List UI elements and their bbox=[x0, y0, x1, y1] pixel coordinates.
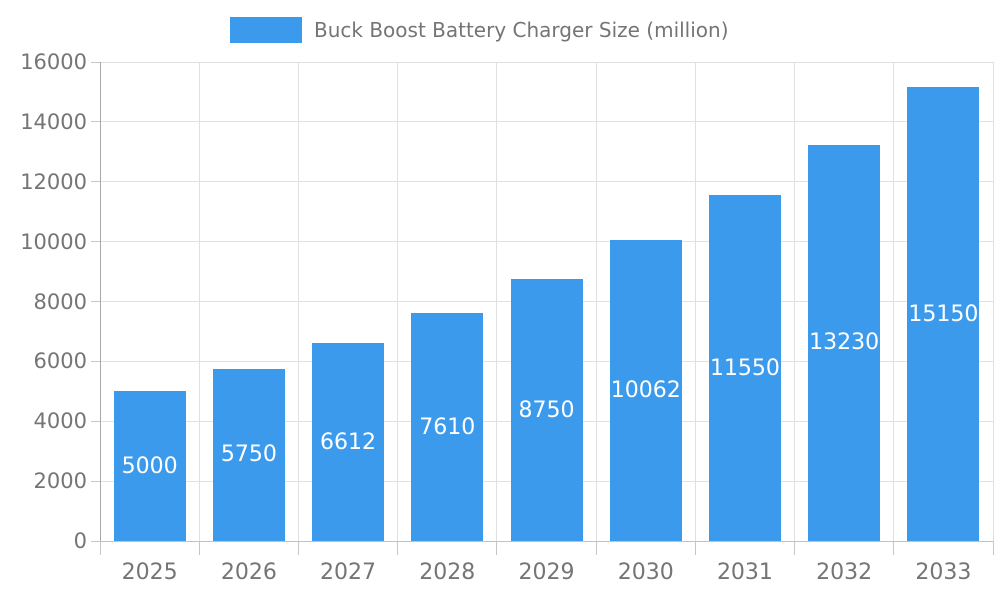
x-tick-label: 2025 bbox=[121, 560, 178, 585]
gridline-vertical bbox=[694, 62, 696, 541]
bar-value-label: 13230 bbox=[809, 330, 880, 356]
y-tick-label: 14000 bbox=[20, 109, 87, 134]
bar-2030[interactable]: 10062 bbox=[609, 239, 682, 541]
x-axis-tick bbox=[496, 541, 498, 555]
gridline-horizontal bbox=[100, 181, 993, 183]
y-axis-tick bbox=[91, 480, 100, 482]
x-axis-tick bbox=[694, 541, 696, 555]
x-axis-tick bbox=[297, 541, 299, 555]
bar-value-label: 15150 bbox=[908, 301, 979, 327]
x-axis-tick bbox=[893, 541, 895, 555]
gridline-horizontal bbox=[100, 61, 993, 63]
y-tick-label: 8000 bbox=[33, 289, 87, 314]
y-axis-tick bbox=[91, 121, 100, 123]
y-tick-label: 0 bbox=[73, 529, 87, 553]
bar-2033[interactable]: 15150 bbox=[907, 87, 980, 541]
x-axis-tick bbox=[99, 541, 101, 555]
legend[interactable]: Buck Boost Battery Charger Size (million… bbox=[230, 17, 729, 43]
y-tick-label: 10000 bbox=[20, 229, 87, 254]
x-tick-label: 2030 bbox=[617, 560, 674, 585]
y-axis-tick bbox=[91, 241, 100, 243]
y-tick-label: 4000 bbox=[33, 409, 87, 434]
gridline-horizontal bbox=[100, 241, 993, 243]
bar-value-label: 5000 bbox=[121, 453, 178, 479]
y-tick-label: 16000 bbox=[20, 50, 87, 74]
y-tick-label: 12000 bbox=[20, 169, 87, 194]
gridline-horizontal bbox=[100, 121, 993, 123]
y-axis-tick bbox=[91, 420, 100, 422]
bar-value-label: 7610 bbox=[419, 414, 476, 440]
x-axis-tick bbox=[198, 541, 200, 555]
x-tick-label: 2029 bbox=[518, 560, 575, 585]
gridline-vertical bbox=[992, 62, 994, 541]
bar-2028[interactable]: 7610 bbox=[411, 313, 484, 541]
y-axis-tick bbox=[91, 540, 100, 542]
x-tick-label: 2031 bbox=[716, 560, 773, 585]
y-axis-line bbox=[99, 62, 101, 541]
x-axis-tick bbox=[397, 541, 399, 555]
x-tick-label: 2033 bbox=[915, 560, 972, 585]
x-tick-label: 2028 bbox=[419, 560, 476, 585]
bar-2027[interactable]: 6612 bbox=[312, 343, 385, 541]
y-tick-label: 2000 bbox=[33, 469, 87, 494]
y-axis-tick bbox=[91, 61, 100, 63]
y-axis-tick bbox=[91, 301, 100, 302]
bar-2026[interactable]: 5750 bbox=[212, 368, 285, 541]
bar-value-label: 8750 bbox=[518, 397, 575, 423]
gridline-vertical bbox=[595, 62, 597, 541]
x-axis-tick bbox=[595, 541, 597, 555]
bar-value-label: 5750 bbox=[220, 442, 277, 468]
x-tick-label: 2026 bbox=[220, 560, 277, 585]
bar-2029[interactable]: 8750 bbox=[510, 279, 583, 541]
y-tick-label: 6000 bbox=[33, 349, 87, 374]
gridline-vertical bbox=[297, 62, 299, 541]
legend-label: Buck Boost Battery Charger Size (million… bbox=[314, 18, 729, 42]
gridline-vertical bbox=[496, 62, 498, 541]
bar-value-label: 11550 bbox=[709, 355, 780, 381]
gridline-vertical bbox=[893, 62, 895, 541]
x-tick-label: 2027 bbox=[320, 560, 377, 585]
bar-2031[interactable]: 11550 bbox=[708, 195, 781, 541]
legend-swatch-icon bbox=[230, 17, 302, 43]
bar-2032[interactable]: 13230 bbox=[808, 144, 881, 541]
x-axis-tick bbox=[992, 541, 994, 555]
bar-2025[interactable]: 5000 bbox=[113, 391, 186, 541]
gridline-vertical bbox=[794, 62, 796, 541]
x-tick-label: 2032 bbox=[816, 560, 873, 585]
y-axis-tick bbox=[91, 360, 100, 362]
x-axis-line bbox=[100, 540, 993, 542]
bar-value-label: 10062 bbox=[610, 377, 681, 403]
gridline-vertical bbox=[198, 62, 200, 541]
bar-value-label: 6612 bbox=[320, 429, 377, 455]
gridline-vertical bbox=[397, 62, 399, 541]
y-axis-tick bbox=[91, 181, 100, 183]
x-axis-tick bbox=[794, 541, 796, 555]
